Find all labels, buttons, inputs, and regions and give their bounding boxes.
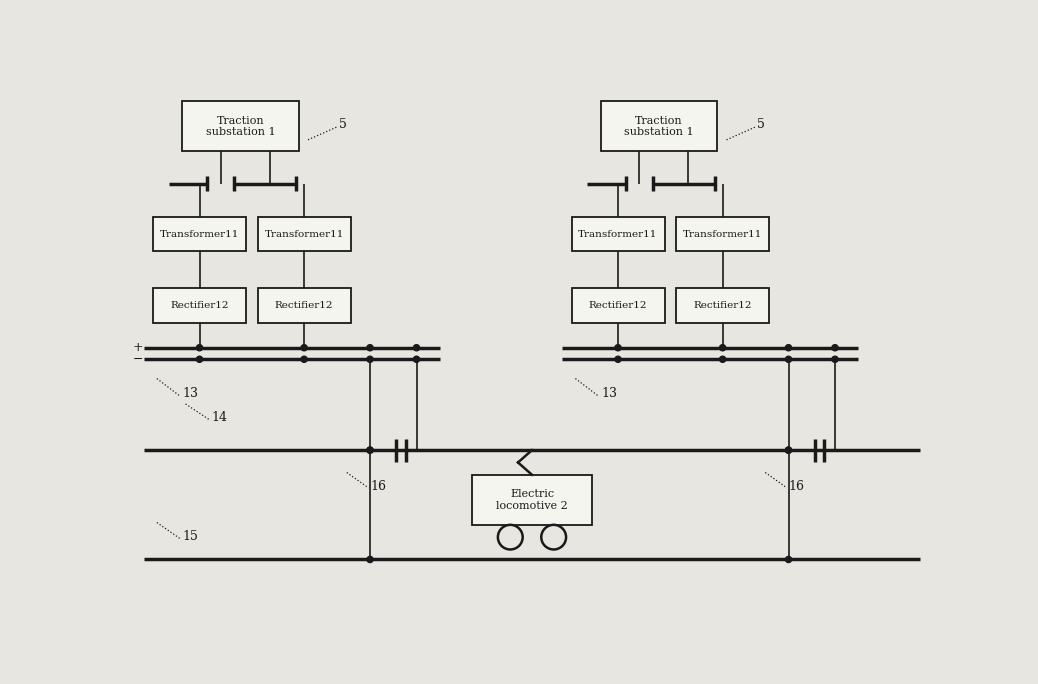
Bar [676, 289, 769, 323]
Circle shape [196, 356, 202, 363]
Text: Electric
locomotive 2: Electric locomotive 2 [496, 489, 568, 510]
Circle shape [831, 345, 838, 351]
Circle shape [614, 345, 621, 351]
Circle shape [786, 356, 792, 363]
Text: Transformer11: Transformer11 [160, 230, 239, 239]
Text: Traction
substation 1: Traction substation 1 [624, 116, 693, 137]
Circle shape [831, 356, 838, 363]
Circle shape [366, 356, 373, 363]
Bar [572, 289, 664, 323]
Bar [257, 289, 351, 323]
Bar [472, 475, 592, 525]
Text: 5: 5 [339, 118, 347, 131]
Text: Transformer11: Transformer11 [265, 230, 344, 239]
Text: 15: 15 [183, 530, 198, 543]
Bar [183, 101, 299, 151]
Text: 5: 5 [758, 118, 765, 131]
Text: 16: 16 [370, 480, 386, 493]
Circle shape [786, 345, 792, 351]
Circle shape [366, 345, 373, 351]
Circle shape [366, 447, 373, 453]
Text: Transformer11: Transformer11 [683, 230, 762, 239]
Text: 13: 13 [183, 387, 198, 400]
Circle shape [366, 556, 373, 562]
Circle shape [786, 556, 792, 562]
Text: Transformer11: Transformer11 [578, 230, 658, 239]
Text: 16: 16 [789, 480, 804, 493]
Circle shape [786, 447, 792, 453]
Circle shape [786, 447, 792, 453]
Text: 13: 13 [601, 387, 617, 400]
Circle shape [719, 345, 726, 351]
Text: +: + [132, 341, 143, 354]
Text: 14: 14 [211, 410, 227, 423]
Circle shape [196, 345, 202, 351]
Circle shape [413, 345, 419, 351]
Circle shape [301, 356, 307, 363]
Circle shape [301, 345, 307, 351]
Bar [676, 217, 769, 252]
Text: −: − [132, 353, 143, 366]
Bar [257, 217, 351, 252]
Bar [601, 101, 717, 151]
Bar [572, 217, 664, 252]
Circle shape [366, 447, 373, 453]
Text: Traction
substation 1: Traction substation 1 [206, 116, 275, 137]
Text: Rectifier12: Rectifier12 [693, 301, 752, 311]
Text: Rectifier12: Rectifier12 [589, 301, 648, 311]
Bar [153, 217, 246, 252]
Circle shape [719, 356, 726, 363]
Text: Rectifier12: Rectifier12 [275, 301, 333, 311]
Circle shape [614, 356, 621, 363]
Bar [153, 289, 246, 323]
Text: Rectifier12: Rectifier12 [170, 301, 228, 311]
Circle shape [413, 356, 419, 363]
